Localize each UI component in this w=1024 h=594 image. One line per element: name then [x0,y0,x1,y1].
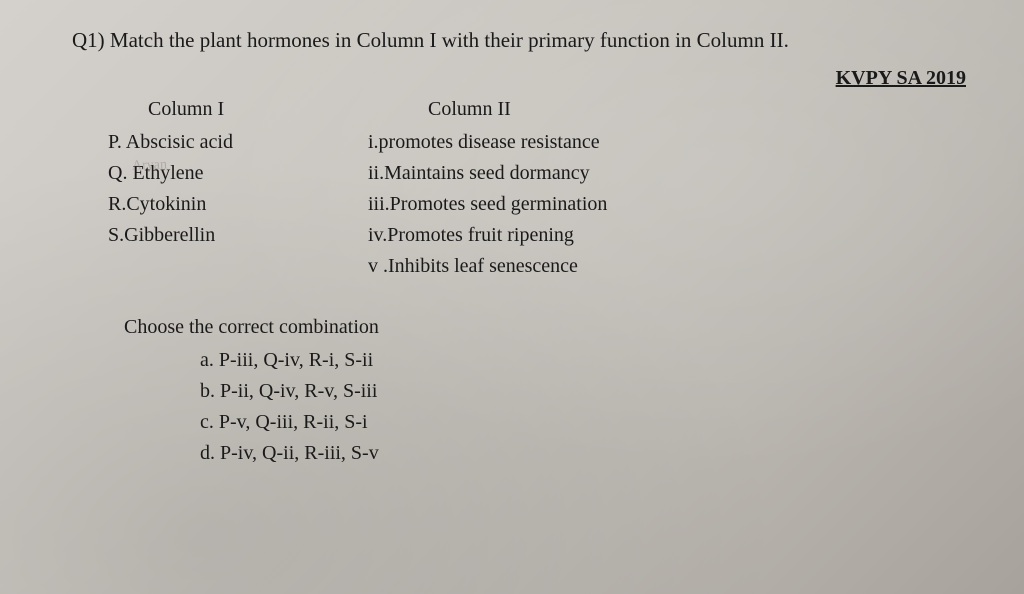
choose-prompt: Choose the correct combination [124,316,976,339]
column-2-header: Column II [428,98,788,121]
option-c: c. P-v, Q-iii, R-ii, S-i [200,411,976,434]
col2-item: ii.Maintains seed dormancy [368,162,788,185]
source-label: KVPY SA 2019 [836,67,966,89]
col2-item: iii.Promotes seed germination [368,193,788,216]
watermark: Aryan [132,157,168,174]
option-a: a. P-iii, Q-iv, R-i, S-ii [200,349,976,372]
col2-item: i.promotes disease resistance [368,131,788,154]
col2-item: v .Inhibits leaf senescence [368,255,788,278]
source-line: KVPY SA 2019 [72,67,976,90]
column-2: Column II i.promotes disease resistance … [368,98,788,286]
col1-item: S.Gibberellin [108,224,368,247]
option-d: d. P-iv, Q-ii, R-iii, S-v [200,442,976,465]
col1-item: R.Cytokinin [108,193,368,216]
options-list: a. P-iii, Q-iv, R-i, S-ii b. P-ii, Q-iv,… [200,349,976,465]
match-columns: Column I P. Abscisic acid Q. Ethylene R.… [108,98,976,286]
question-number: Q1) [72,28,105,52]
question-text: Match the plant hormones in Column I wit… [110,28,789,52]
question-prompt: Q1) Match the plant hormones in Column I… [72,28,976,53]
column-1: Column I P. Abscisic acid Q. Ethylene R.… [108,98,368,286]
col1-item: P. Abscisic acid [108,131,368,154]
option-b: b. P-ii, Q-iv, R-v, S-iii [200,380,976,403]
column-1-header: Column I [148,98,368,121]
col2-item: iv.Promotes fruit ripening [368,224,788,247]
